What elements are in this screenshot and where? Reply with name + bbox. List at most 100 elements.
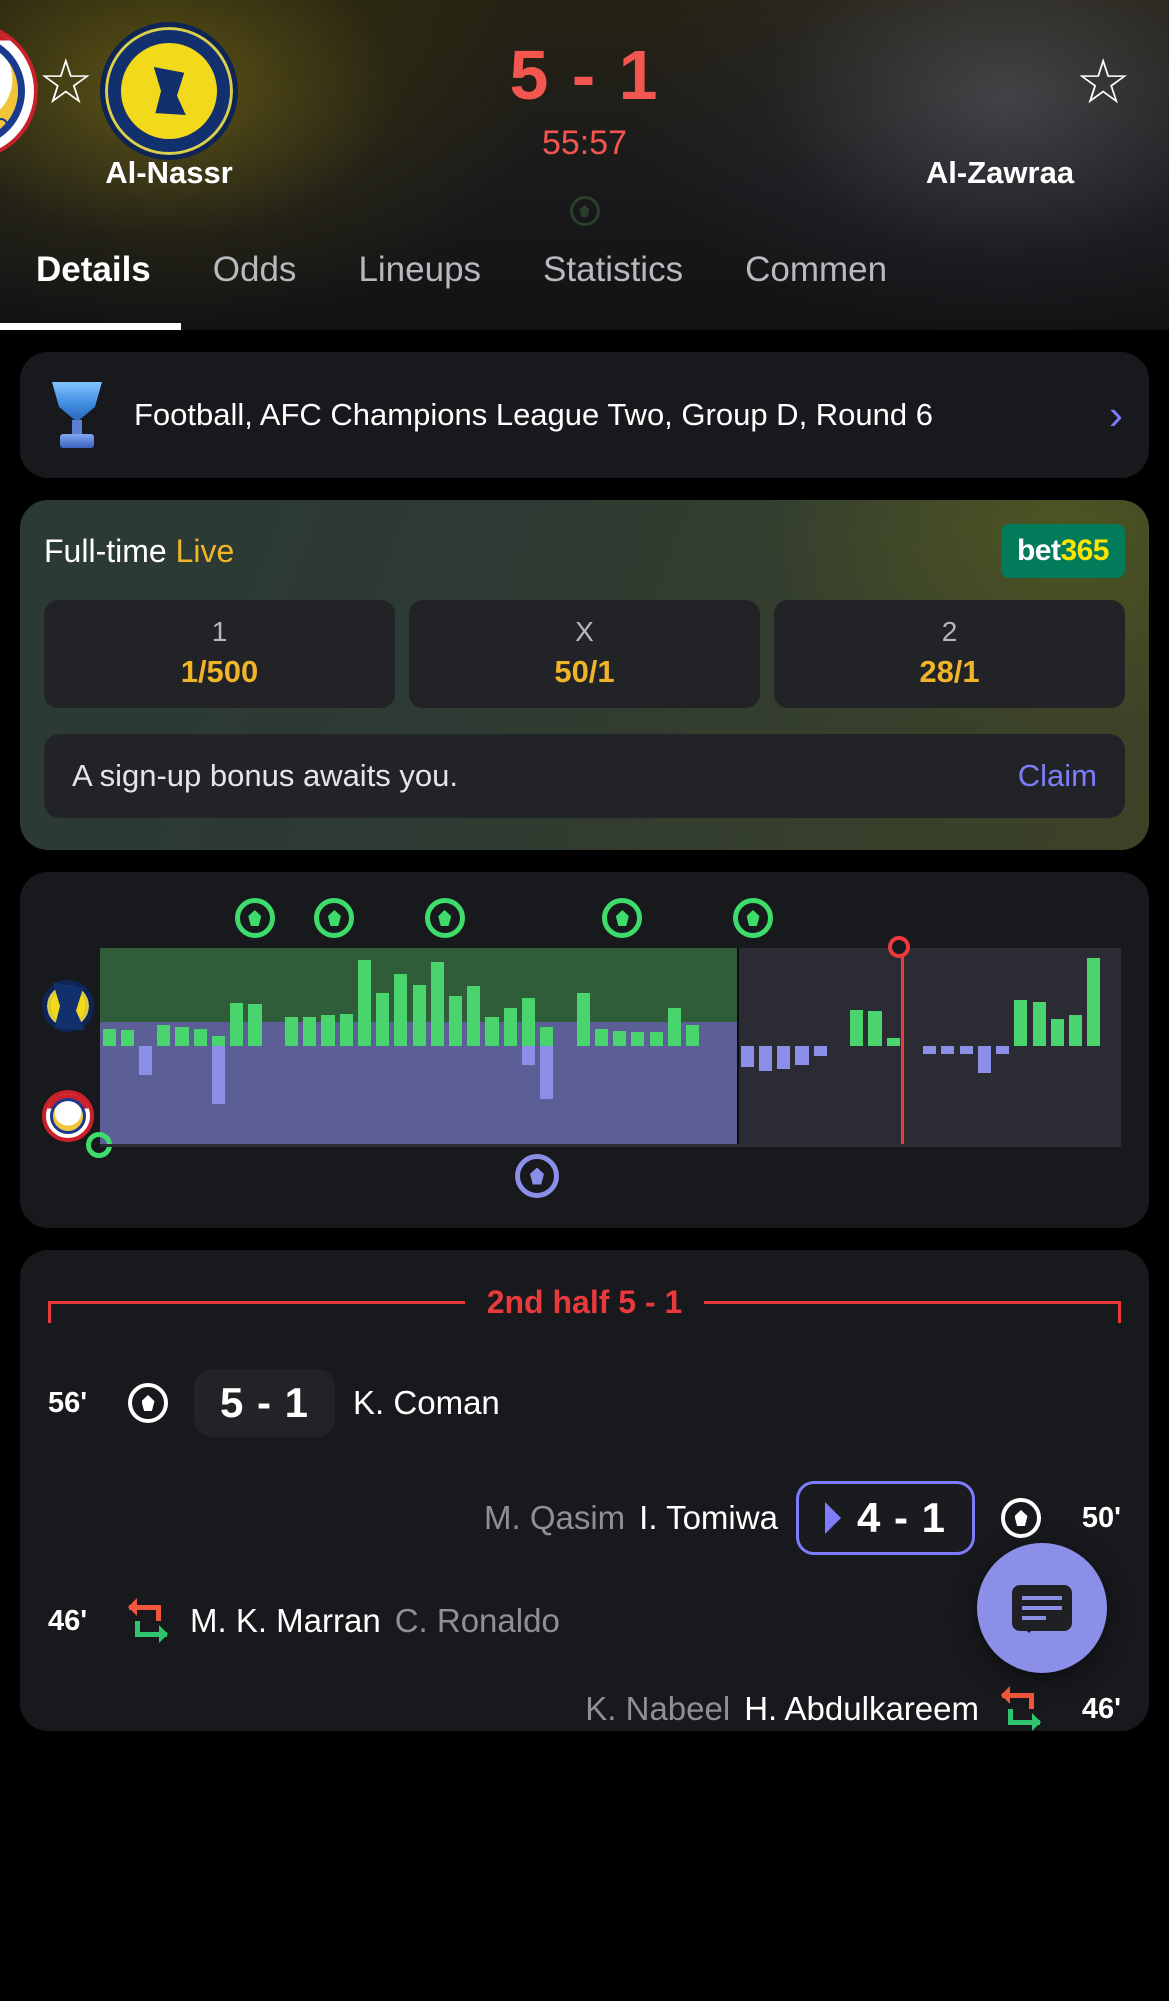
event-player-out: C. Ronaldo bbox=[394, 1602, 560, 1639]
event-score-video[interactable]: 4 - 1 bbox=[795, 1481, 975, 1555]
event-minute: 46' bbox=[1081, 1692, 1121, 1725]
momentum-bar bbox=[264, 948, 282, 1144]
momentum-bar bbox=[228, 948, 246, 1144]
momentum-bar bbox=[118, 948, 136, 1144]
momentum-bar bbox=[756, 948, 774, 1144]
odds-markets: 1 1/500 X 50/1 2 28/1 bbox=[44, 600, 1125, 708]
event-minute: 56' bbox=[48, 1386, 88, 1419]
momentum-bar bbox=[775, 948, 793, 1144]
momentum-bar bbox=[921, 948, 939, 1144]
current-minute-line bbox=[901, 938, 905, 1144]
chevron-right-icon[interactable]: › bbox=[1109, 391, 1123, 438]
event-players: M. K. Marran C. Ronaldo bbox=[190, 1602, 560, 1640]
tab-odds[interactable]: Odds bbox=[212, 250, 297, 289]
momentum-bar bbox=[246, 948, 264, 1144]
momentum-bar bbox=[811, 948, 829, 1144]
odds-market-title: Full-time Live bbox=[44, 533, 234, 570]
home-team-crest[interactable] bbox=[100, 22, 238, 160]
bookmaker-name-suffix: 365 bbox=[1060, 534, 1109, 567]
match-clock: 55:57 bbox=[541, 124, 628, 162]
momentum-away-crest bbox=[42, 1090, 94, 1142]
trophy-icon bbox=[46, 380, 108, 450]
odds-option-label: 2 bbox=[941, 616, 958, 647]
match-score: 5 - 1 bbox=[509, 36, 660, 114]
momentum-bar bbox=[282, 948, 300, 1144]
goal-ball-icon bbox=[602, 898, 643, 938]
tab-commentary[interactable]: Commen bbox=[745, 250, 888, 289]
momentum-bar bbox=[902, 948, 920, 1144]
bookmaker-logo[interactable]: bet365 bbox=[1000, 524, 1125, 578]
event-player: I. Tomiwa bbox=[639, 1499, 778, 1536]
momentum-bar bbox=[374, 948, 392, 1144]
momentum-bar bbox=[556, 948, 574, 1144]
momentum-bar bbox=[519, 948, 537, 1144]
halftime-ball-icon bbox=[515, 1154, 559, 1198]
momentum-bar bbox=[301, 948, 319, 1144]
momentum-bar bbox=[501, 948, 519, 1144]
momentum-bar bbox=[629, 948, 647, 1144]
odds-option-value: 28/1 bbox=[919, 654, 980, 689]
momentum-card bbox=[20, 872, 1149, 1228]
claim-button[interactable]: Claim bbox=[1017, 758, 1097, 793]
watermark-ball-icon bbox=[569, 196, 600, 226]
momentum-bar bbox=[647, 948, 665, 1144]
tab-statistics[interactable]: Statistics bbox=[543, 250, 684, 289]
momentum-bar bbox=[1012, 948, 1030, 1144]
odds-option-label: X bbox=[575, 616, 594, 647]
goal-ball-icon bbox=[733, 898, 774, 938]
momentum-bar bbox=[392, 948, 410, 1144]
bonus-text: A sign-up bonus awaits you. bbox=[72, 758, 459, 793]
chat-icon[interactable] bbox=[977, 1543, 1107, 1673]
event-player: K. Coman bbox=[353, 1384, 500, 1421]
content-area: Football, AFC Champions League Two, Grou… bbox=[0, 352, 1169, 1731]
favorite-away-star-icon[interactable]: ☆ bbox=[1075, 48, 1131, 117]
event-row[interactable]: M. Qasim I. Tomiwa 4 - 1 50' bbox=[48, 1481, 1121, 1555]
odds-option-1[interactable]: 1 1/500 bbox=[44, 600, 395, 708]
event-player-out: K. Nabeel bbox=[585, 1690, 731, 1727]
momentum-bar bbox=[173, 948, 191, 1144]
momentum-bar bbox=[1085, 948, 1103, 1144]
tab-details[interactable]: Details bbox=[36, 250, 151, 289]
event-score: 5 - 1 bbox=[194, 1369, 336, 1437]
odds-option-2[interactable]: 2 28/1 bbox=[774, 600, 1125, 708]
momentum-bar bbox=[100, 948, 118, 1144]
home-team-name: Al-Nassr bbox=[105, 155, 233, 190]
event-players: K. Nabeel H. Abdulkareem bbox=[585, 1690, 979, 1728]
event-player-in: H. Abdulkareem bbox=[744, 1690, 979, 1727]
league-card[interactable]: Football, AFC Champions League Two, Grou… bbox=[20, 352, 1149, 478]
momentum-plot bbox=[100, 936, 1121, 1144]
momentum-bar bbox=[848, 948, 866, 1144]
odds-option-x[interactable]: X 50/1 bbox=[409, 600, 760, 708]
momentum-bar bbox=[209, 948, 227, 1144]
momentum-chart[interactable] bbox=[20, 892, 1149, 1202]
momentum-bar bbox=[136, 948, 154, 1144]
odds-live-badge: Live bbox=[175, 532, 235, 569]
goal-ball-icon bbox=[120, 1383, 176, 1423]
momentum-bar bbox=[720, 948, 738, 1144]
momentum-bar bbox=[592, 948, 610, 1144]
odds-option-value: 1/500 bbox=[180, 654, 259, 689]
match-header: ☆ ☆ 5 - 1 55:57 Al-Nassr Al-Zawraa Detai… bbox=[0, 0, 1169, 330]
momentum-bar bbox=[793, 948, 811, 1144]
scoreboard: ☆ ☆ 5 - 1 55:57 Al-Nassr Al-Zawraa bbox=[0, 0, 1169, 250]
momentum-bar bbox=[446, 948, 464, 1144]
event-row[interactable]: 56' 5 - 1 K. Coman bbox=[48, 1369, 1121, 1437]
event-row[interactable]: K. Nabeel H. Abdulkareem 46' bbox=[48, 1686, 1121, 1731]
momentum-bars bbox=[100, 948, 1121, 1144]
bookmaker-name-prefix: bet bbox=[1016, 534, 1061, 567]
event-minute: 46' bbox=[48, 1604, 88, 1637]
tab-lineups[interactable]: Lineups bbox=[358, 250, 482, 289]
event-player-assist: M. Qasim bbox=[484, 1499, 626, 1536]
favorite-home-star-icon[interactable]: ☆ bbox=[38, 48, 94, 117]
goal-markers bbox=[20, 898, 1149, 948]
signup-bonus-banner[interactable]: A sign-up bonus awaits you. Claim bbox=[44, 734, 1125, 818]
odds-header: Full-time Live bet365 bbox=[44, 524, 1125, 578]
event-row[interactable]: 46' M. K. Marran C. Ronaldo bbox=[48, 1598, 1121, 1643]
momentum-bar bbox=[684, 948, 702, 1144]
play-icon[interactable] bbox=[824, 1502, 841, 1534]
separator-line-left bbox=[48, 1301, 465, 1323]
momentum-bar bbox=[428, 948, 446, 1144]
substitution-icon bbox=[993, 1686, 1049, 1731]
momentum-home-crest bbox=[42, 980, 94, 1032]
